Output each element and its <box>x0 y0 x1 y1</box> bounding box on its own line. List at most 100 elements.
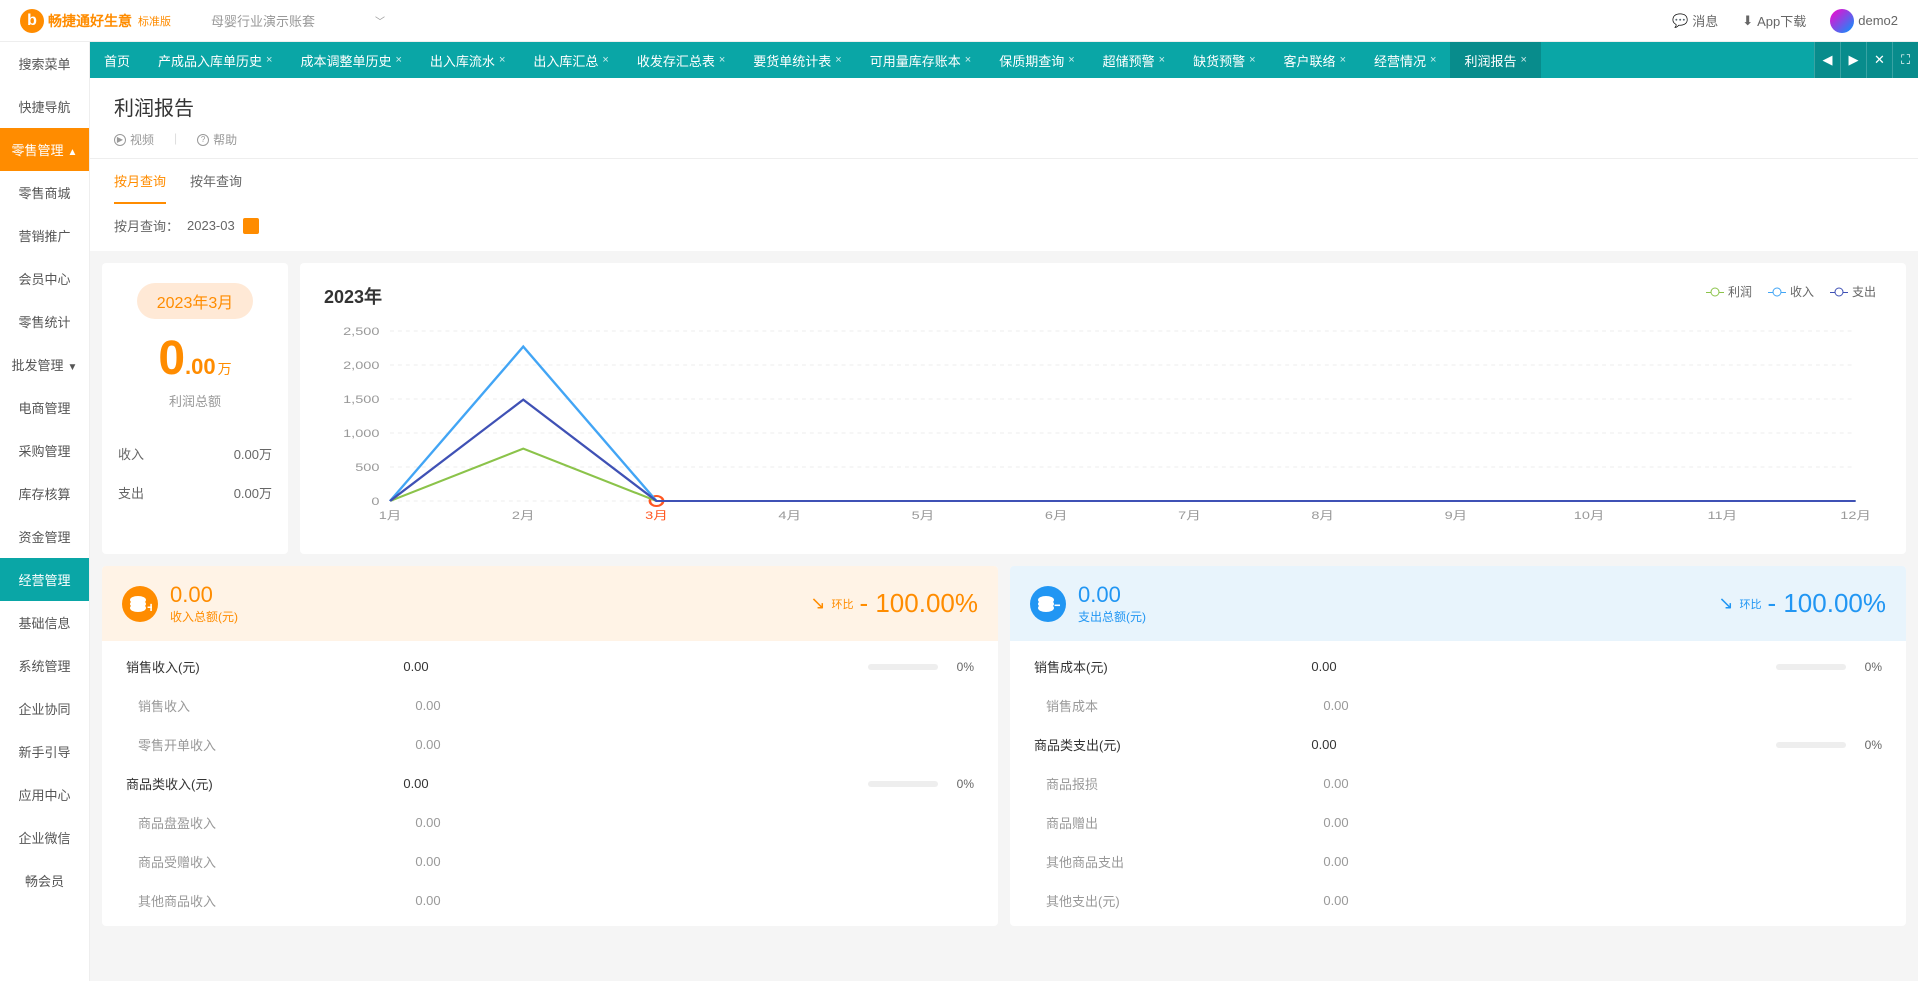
close-icon[interactable]: × <box>395 54 401 66</box>
filter-value[interactable]: 2023-03 <box>187 218 235 233</box>
income-panel-body: 销售收入(元)0.000%销售收入0.00零售开单收入0.00商品类收入(元)0… <box>102 641 998 926</box>
help-link[interactable]: ? 帮助 <box>197 131 237 148</box>
legend-item: 收入 <box>1768 283 1814 300</box>
sidebar-item[interactable]: 批发管理▼ <box>0 343 89 386</box>
legend-label: 利润 <box>1728 283 1752 300</box>
expense-trend-pct: - 100.00% <box>1767 588 1886 619</box>
panel-row: 其他商品支出0.00 <box>1034 842 1882 881</box>
expense-trend-label: 环比 <box>1739 596 1761 612</box>
sidebar-item[interactable]: 搜索菜单 <box>0 42 89 85</box>
sidebar-item[interactable]: 零售商城 <box>0 171 89 214</box>
sidebar-item[interactable]: 经营管理 <box>0 558 89 601</box>
close-icon[interactable]: × <box>499 54 505 66</box>
tab[interactable]: 超储预警× <box>1089 42 1179 78</box>
legend-label: 收入 <box>1790 283 1814 300</box>
tab[interactable]: 成本调整单历史× <box>286 42 415 78</box>
svg-text:8月: 8月 <box>1311 509 1334 522</box>
legend-marker <box>1768 287 1786 297</box>
query-tab[interactable]: 按年查询 <box>190 159 242 204</box>
tab[interactable]: 产成品入库单历史× <box>144 42 286 78</box>
svg-text:3月: 3月 <box>645 509 668 522</box>
tab[interactable]: 可用量库存账本× <box>856 42 985 78</box>
sidebar-item[interactable]: 快捷导航 <box>0 85 89 128</box>
tab[interactable]: 首页 <box>90 42 144 78</box>
sidebar-item[interactable]: 零售统计 <box>0 300 89 343</box>
message-icon: 💬 <box>1672 13 1688 29</box>
panel-row-label: 销售成本 <box>1046 696 1246 715</box>
page-header: 利润报告 ▶ 视频 | ? 帮助 <box>90 78 1918 158</box>
tab[interactable]: 要货单统计表× <box>739 42 855 78</box>
panel-row-value: 0.00 <box>1246 854 1426 869</box>
app-download-button[interactable]: ⬇ App下载 <box>1742 11 1806 30</box>
panel-row: 商品报损0.00 <box>1034 764 1882 803</box>
sidebar-item[interactable]: 电商管理 <box>0 386 89 429</box>
svg-text:11月: 11月 <box>1708 509 1738 522</box>
tab[interactable]: 经营情况× <box>1360 42 1450 78</box>
panel-row-label: 商品赠出 <box>1046 813 1246 832</box>
close-icon[interactable]: × <box>1249 54 1255 66</box>
expense-trend: ↘ 环比 - 100.00% <box>1718 588 1886 619</box>
sidebar-item[interactable]: 系统管理 <box>0 644 89 687</box>
tab[interactable]: 缺货预警× <box>1179 42 1269 78</box>
close-icon[interactable]: × <box>1520 54 1526 66</box>
close-icon[interactable]: × <box>602 54 608 66</box>
summary-row: 支出0.00万 <box>118 473 272 512</box>
message-button[interactable]: 💬 消息 <box>1672 11 1718 30</box>
filter-label: 按月查询： <box>114 216 179 235</box>
tab[interactable]: 客户联络× <box>1270 42 1360 78</box>
tab-label: 收发存汇总表 <box>637 51 715 70</box>
close-icon[interactable]: × <box>1159 54 1165 66</box>
bar-track <box>868 664 938 670</box>
close-icon[interactable]: × <box>719 54 725 66</box>
legend-item: 利润 <box>1706 283 1752 300</box>
summary-label: 利润总额 <box>118 391 272 410</box>
help-icon: ? <box>197 134 209 146</box>
video-link[interactable]: ▶ 视频 <box>114 131 154 148</box>
trend-down-icon: ↘ <box>810 593 825 614</box>
close-icon[interactable]: × <box>1340 54 1346 66</box>
close-icon[interactable]: × <box>835 54 841 66</box>
expense-panel: − 0.00 支出总额(元) ↘ 环比 - 100.00% <box>1010 566 1906 926</box>
summary-row-value: 0.00万 <box>234 444 272 463</box>
panel-row-value: 0.00 <box>1246 893 1426 908</box>
chevron-icon: ▲ <box>68 147 78 158</box>
tab[interactable]: 出入库流水× <box>416 42 519 78</box>
income-trend-pct: - 100.00% <box>859 588 978 619</box>
sidebar-item[interactable]: 零售管理▲ <box>0 128 89 171</box>
sidebar-item[interactable]: 企业微信 <box>0 816 89 859</box>
tab[interactable]: 收发存汇总表 × <box>623 42 739 78</box>
tab-prev-button[interactable]: ◀ <box>1814 42 1840 78</box>
tab-close-all-button[interactable]: ✕ <box>1866 42 1892 78</box>
sidebar-item[interactable]: 库存核算 <box>0 472 89 515</box>
close-icon[interactable]: × <box>266 54 272 66</box>
user-menu[interactable]: demo2 <box>1830 9 1898 33</box>
sidebar-item[interactable]: 应用中心 <box>0 773 89 816</box>
tab[interactable]: 出入库汇总× <box>519 42 622 78</box>
sidebar-item[interactable]: 营销推广 <box>0 214 89 257</box>
close-icon[interactable]: × <box>1068 54 1074 66</box>
panel-row-bar: 0% <box>506 660 974 674</box>
sidebar-item[interactable]: 新手引导 <box>0 730 89 773</box>
sidebar-item[interactable]: 资金管理 <box>0 515 89 558</box>
tab-fullscreen-button[interactable]: ⛶ <box>1892 42 1918 78</box>
account-selector[interactable]: 母婴行业演示账套 ﹀ <box>211 11 385 30</box>
sidebar-item[interactable]: 基础信息 <box>0 601 89 644</box>
close-icon[interactable]: × <box>1430 54 1436 66</box>
sidebar-item[interactable]: 会员中心 <box>0 257 89 300</box>
tab[interactable]: 利润报告 × <box>1450 42 1540 78</box>
income-trend: ↘ 环比 - 100.00% <box>810 588 978 619</box>
query-tab[interactable]: 按月查询 <box>114 159 166 204</box>
tab[interactable]: 保质期查询× <box>985 42 1088 78</box>
sidebar-item[interactable]: 畅会员 <box>0 859 89 902</box>
tab-next-button[interactable]: ▶ <box>1840 42 1866 78</box>
tab-label: 利润报告 <box>1464 51 1516 70</box>
close-icon[interactable]: × <box>965 54 971 66</box>
topbar-right: 💬 消息 ⬇ App下载 demo2 <box>1672 9 1898 33</box>
sidebar-item[interactable]: 采购管理 <box>0 429 89 472</box>
panel-row-label: 其他商品支出 <box>1046 852 1246 871</box>
summary-row: 收入0.00万 <box>118 434 272 473</box>
calendar-icon[interactable] <box>243 218 259 234</box>
sidebar-item[interactable]: 企业协同 <box>0 687 89 730</box>
panel-row-value: 0.00 <box>338 815 518 830</box>
summary-rows: 收入0.00万支出0.00万 <box>118 434 272 512</box>
